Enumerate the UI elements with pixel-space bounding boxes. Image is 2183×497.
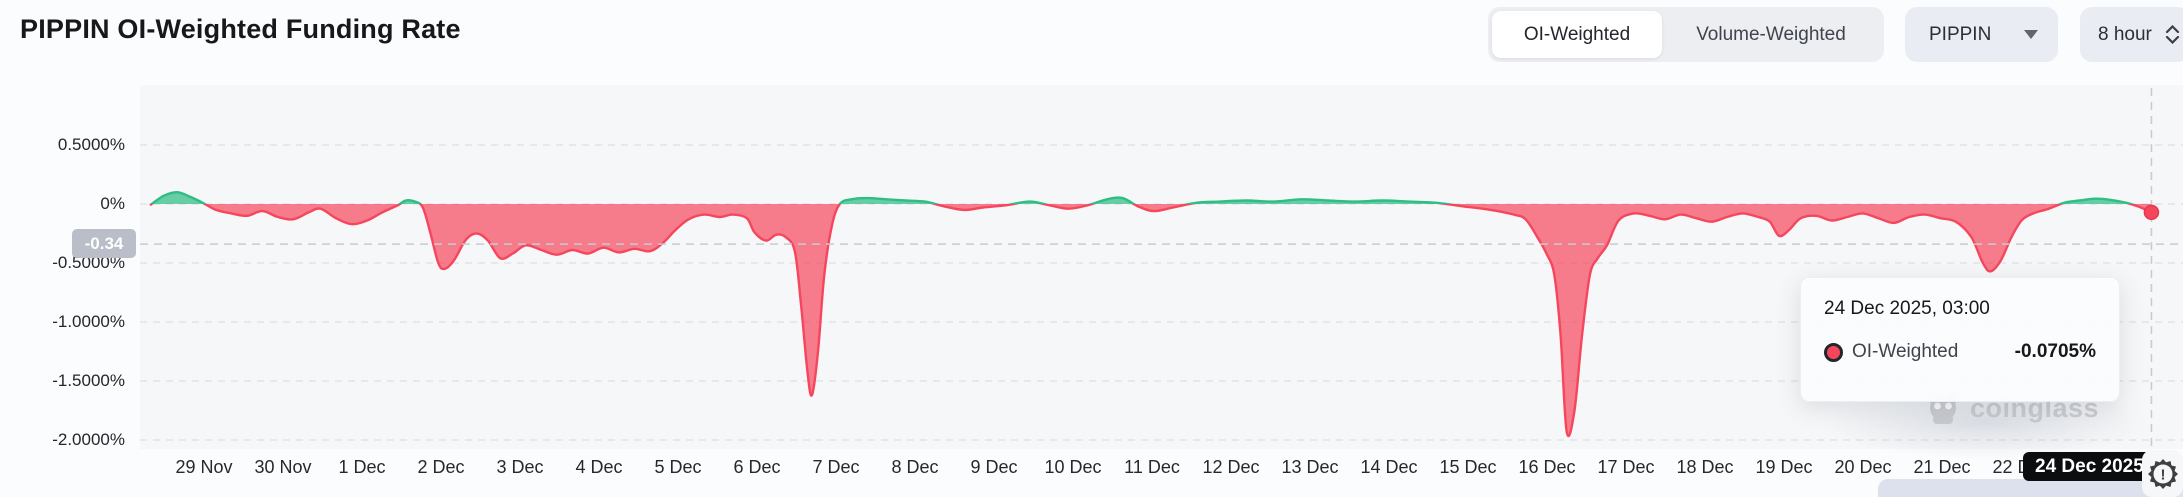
y-tick-label: -2.0000% (52, 430, 125, 449)
x-tick-label: 6 Dec (733, 457, 781, 477)
tab-volume-weighted[interactable]: Volume-Weighted (1696, 23, 1846, 45)
x-tick-label: 29 Nov (175, 457, 233, 477)
y-tick-label: 0.5000% (57, 135, 125, 154)
updown-arrows-icon (2165, 25, 2180, 44)
x-tick-label: 18 Dec (1676, 457, 1734, 477)
symbol-dropdown-value: PIPPIN (1929, 23, 1992, 45)
bottom-panel-edge (1878, 479, 2183, 497)
x-tick-label: 8 Dec (891, 457, 939, 477)
x-tick-label: 1 Dec (338, 457, 386, 477)
x-tick-label: 15 Dec (1439, 457, 1497, 477)
alert-badge-button[interactable]: ! (2142, 450, 2183, 497)
x-tick-label: 20 Dec (1834, 457, 1892, 477)
series-marker-icon (1824, 342, 1843, 362)
chevron-down-icon (2024, 30, 2038, 39)
tooltip-title: 24 Dec 2025, 03:00 (1824, 298, 1990, 319)
tooltip-series-label: OI-Weighted (1852, 341, 1959, 362)
x-tick-label: 9 Dec (970, 457, 1018, 477)
chart-tooltip: 24 Dec 2025, 03:00 OI-Weighted -0.0705% (1800, 277, 2120, 402)
crosshair-x-badge: 24 Dec 2025, (2023, 452, 2162, 481)
alert-badge-icon: ! (2147, 458, 2178, 489)
page-title: PIPPIN OI-Weighted Funding Rate (20, 14, 461, 44)
x-tick-label: 5 Dec (654, 457, 702, 477)
y-tick-label: 0% (100, 194, 125, 213)
tab-oi-weighted[interactable]: OI-Weighted (1492, 11, 1662, 58)
x-tick-label: 13 Dec (1281, 457, 1339, 477)
x-tick-label: 2 Dec (417, 457, 465, 477)
x-tick-label: 21 Dec (1913, 457, 1971, 477)
weight-toggle: OI-Weighted Volume-Weighted (1488, 7, 1884, 62)
x-tick-label: 7 Dec (812, 457, 860, 477)
x-tick-label: 30 Nov (254, 457, 312, 477)
x-tick-label: 17 Dec (1597, 457, 1655, 477)
crosshair-y-badge: -0.34 (72, 229, 136, 258)
y-tick-label: -1.0000% (52, 312, 125, 331)
tooltip-series-value: -0.0705% (2014, 341, 2096, 362)
x-tick-label: 19 Dec (1755, 457, 1813, 477)
symbol-dropdown[interactable]: PIPPIN (1905, 7, 2058, 62)
interval-select-value: 8 hour (2098, 23, 2152, 45)
x-tick-label: 3 Dec (496, 457, 544, 477)
x-tick-label: 12 Dec (1202, 457, 1260, 477)
y-tick-label: -1.5000% (52, 371, 125, 390)
svg-text:!: ! (2160, 466, 2165, 483)
x-tick-label: 4 Dec (575, 457, 623, 477)
x-tick-label: 10 Dec (1044, 457, 1102, 477)
interval-select[interactable]: 8 hour (2080, 7, 2183, 62)
x-tick-label: 11 Dec (1124, 457, 1180, 477)
tooltip-row: OI-Weighted -0.0705% (1824, 341, 2096, 363)
x-tick-label: 14 Dec (1360, 457, 1418, 477)
x-tick-label: 16 Dec (1518, 457, 1576, 477)
